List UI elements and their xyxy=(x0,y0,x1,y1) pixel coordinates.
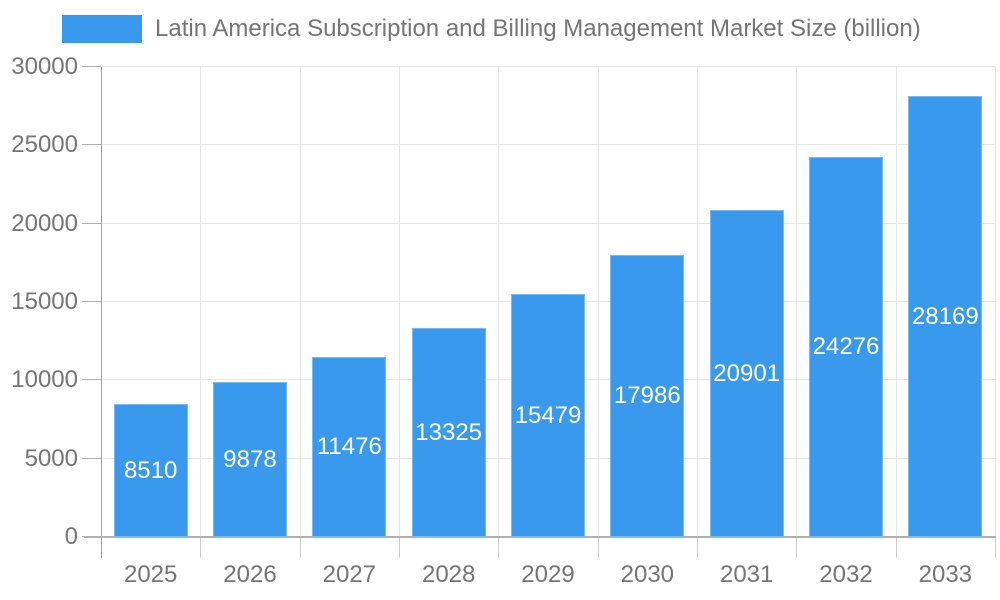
y-axis-tick xyxy=(82,457,101,459)
legend-swatch xyxy=(62,15,142,43)
x-axis-tick xyxy=(597,538,599,558)
gridline-vertical xyxy=(597,67,599,537)
x-axis-tick-label: 2033 xyxy=(918,561,973,588)
bar-value-label: 20901 xyxy=(713,359,781,387)
legend-item[interactable]: Latin America Subscription and Billing M… xyxy=(62,15,921,43)
bar-value-label: 11476 xyxy=(316,433,382,460)
x-axis-tick-label: 2029 xyxy=(521,561,575,588)
y-axis-tick-label: 25000 xyxy=(11,131,78,159)
y-axis-tick-label: 0 xyxy=(64,523,78,550)
bar-value-label: 15479 xyxy=(514,401,582,429)
y-axis-tick-label: 5000 xyxy=(24,444,78,472)
bar-value-label: 8510 xyxy=(123,456,178,484)
bar[interactable]: 8510 xyxy=(113,404,188,537)
x-axis-tick xyxy=(796,538,798,558)
x-axis-tick-label: 2031 xyxy=(719,561,774,588)
y-axis-tick xyxy=(82,301,101,302)
y-axis-tick-label: 30000 xyxy=(11,53,78,80)
gridline-vertical xyxy=(995,67,996,537)
bar-value-label: 24276 xyxy=(812,333,880,360)
y-axis-tick-label: 20000 xyxy=(11,209,78,237)
gridline-vertical xyxy=(399,67,400,537)
x-axis-tick xyxy=(498,538,500,558)
y-axis-tick-label: 10000 xyxy=(11,366,78,394)
x-axis-tick xyxy=(895,538,897,558)
bar[interactable]: 11476 xyxy=(312,357,387,537)
y-axis-tick xyxy=(82,222,101,224)
x-axis-tick-label: 2028 xyxy=(421,561,476,588)
x-axis-tick-label: 2025 xyxy=(123,561,178,588)
x-axis-tick-label: 2030 xyxy=(620,561,675,588)
bar[interactable]: 24276 xyxy=(809,157,883,537)
gridline-horizontal xyxy=(101,144,995,146)
y-axis-tick xyxy=(82,66,101,67)
gridline-vertical xyxy=(299,67,301,537)
x-axis-tick xyxy=(200,538,202,558)
y-axis-tick xyxy=(82,379,101,381)
bar[interactable]: 17986 xyxy=(610,255,685,537)
gridline-horizontal xyxy=(101,222,995,224)
bar[interactable]: 28169 xyxy=(908,96,983,537)
x-axis-tick-label: 2027 xyxy=(322,561,377,588)
gridline-horizontal xyxy=(101,66,995,67)
bar-value-label: 17986 xyxy=(613,382,681,409)
x-axis-tick xyxy=(697,538,698,558)
x-axis-tick xyxy=(995,538,996,558)
x-axis-tick xyxy=(399,538,400,558)
bar[interactable]: 20901 xyxy=(709,210,784,537)
gridline-vertical xyxy=(498,67,500,537)
x-axis-tick-label: 2032 xyxy=(819,561,873,588)
bar[interactable]: 9878 xyxy=(213,382,287,537)
bar[interactable]: 15479 xyxy=(511,294,585,537)
x-axis-tick xyxy=(299,538,301,558)
x-axis-tick-label: 2026 xyxy=(223,561,277,588)
x-axis-line xyxy=(84,536,996,538)
gridline-vertical xyxy=(796,67,798,537)
gridline-vertical xyxy=(200,67,202,537)
gridline-vertical xyxy=(697,67,698,537)
gridline-vertical xyxy=(895,67,897,537)
bar-value-label: 28169 xyxy=(911,302,979,330)
legend-label: Latin America Subscription and Billing M… xyxy=(155,15,921,42)
y-axis-tick-label: 15000 xyxy=(11,288,78,315)
bar[interactable]: 13325 xyxy=(411,328,486,537)
y-axis-tick xyxy=(82,144,101,146)
bar-value-label: 9878 xyxy=(223,445,277,473)
y-axis-line xyxy=(101,67,102,558)
bar-value-label: 13325 xyxy=(415,418,483,446)
